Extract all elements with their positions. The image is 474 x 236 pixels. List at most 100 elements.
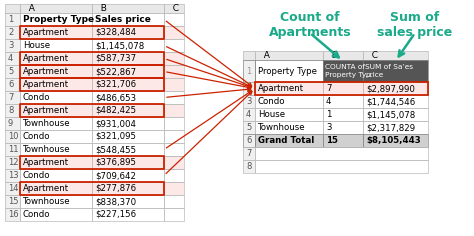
Bar bbox=[20, 208, 92, 221]
Text: Condo: Condo bbox=[23, 132, 51, 141]
Bar bbox=[164, 195, 184, 208]
Bar bbox=[20, 65, 92, 78]
Bar bbox=[20, 13, 92, 26]
Text: 2: 2 bbox=[8, 28, 13, 37]
Bar bbox=[164, 143, 184, 156]
Bar bbox=[5, 65, 20, 78]
Text: 7: 7 bbox=[8, 93, 13, 102]
Bar bbox=[92, 169, 164, 182]
Bar bbox=[92, 104, 164, 117]
Text: 7: 7 bbox=[246, 149, 251, 158]
Bar bbox=[5, 78, 20, 91]
Bar bbox=[164, 78, 184, 91]
Text: Apartment: Apartment bbox=[23, 67, 69, 76]
Text: Townhouse: Townhouse bbox=[23, 197, 71, 206]
Bar bbox=[255, 82, 323, 95]
Bar bbox=[92, 182, 164, 195]
Bar bbox=[255, 147, 428, 160]
Bar bbox=[164, 169, 184, 182]
Bar bbox=[243, 51, 255, 60]
Bar bbox=[164, 4, 184, 13]
Text: $548,455: $548,455 bbox=[95, 145, 136, 154]
Bar bbox=[243, 82, 255, 95]
Bar bbox=[92, 208, 164, 221]
Text: 5: 5 bbox=[8, 67, 13, 76]
Text: 6: 6 bbox=[8, 80, 13, 89]
Text: Apartment: Apartment bbox=[23, 28, 69, 37]
Text: Condo: Condo bbox=[23, 210, 51, 219]
Bar bbox=[255, 60, 323, 82]
Bar bbox=[323, 82, 363, 95]
Text: A: A bbox=[258, 51, 270, 60]
Bar bbox=[5, 26, 20, 39]
Bar bbox=[5, 208, 20, 221]
Text: $522,867: $522,867 bbox=[95, 67, 136, 76]
Bar bbox=[20, 4, 92, 13]
Bar bbox=[5, 156, 20, 169]
Bar bbox=[243, 147, 255, 160]
Bar bbox=[164, 182, 184, 195]
Bar bbox=[363, 121, 428, 134]
Bar bbox=[92, 26, 164, 39]
Bar bbox=[243, 108, 255, 121]
Bar bbox=[5, 104, 20, 117]
Bar bbox=[363, 82, 428, 95]
Bar bbox=[5, 143, 20, 156]
Bar bbox=[5, 65, 20, 78]
Bar bbox=[323, 95, 363, 108]
Bar bbox=[5, 208, 20, 221]
Bar bbox=[5, 169, 20, 182]
Bar bbox=[5, 4, 20, 13]
Bar bbox=[20, 195, 92, 208]
Bar bbox=[5, 39, 20, 52]
Bar bbox=[164, 182, 184, 195]
Text: 4: 4 bbox=[326, 97, 331, 106]
Bar bbox=[243, 121, 255, 134]
Bar bbox=[20, 143, 92, 156]
Bar bbox=[5, 169, 20, 182]
Bar bbox=[5, 78, 20, 91]
Bar bbox=[243, 160, 255, 173]
Bar bbox=[323, 60, 363, 82]
Text: $709,642: $709,642 bbox=[95, 171, 136, 180]
Text: $277,876: $277,876 bbox=[95, 184, 136, 193]
Text: 3: 3 bbox=[326, 123, 331, 132]
Bar bbox=[92, 52, 164, 65]
Bar bbox=[164, 39, 184, 52]
Bar bbox=[92, 117, 164, 130]
Bar bbox=[92, 208, 164, 221]
Bar bbox=[363, 51, 428, 60]
Bar bbox=[363, 108, 428, 121]
Bar bbox=[363, 108, 428, 121]
Text: $328,484: $328,484 bbox=[95, 28, 136, 37]
Text: $376,895: $376,895 bbox=[95, 158, 136, 167]
Text: $838,370: $838,370 bbox=[95, 197, 136, 206]
Bar bbox=[92, 4, 164, 13]
Bar bbox=[243, 160, 255, 173]
Bar bbox=[20, 143, 92, 156]
Text: 16: 16 bbox=[8, 210, 18, 219]
Bar bbox=[5, 52, 20, 65]
Text: 15: 15 bbox=[326, 136, 338, 145]
Bar bbox=[92, 52, 164, 65]
Text: Apartment: Apartment bbox=[23, 54, 69, 63]
Text: $2,317,829: $2,317,829 bbox=[366, 123, 415, 132]
Bar bbox=[20, 117, 92, 130]
Text: 7: 7 bbox=[326, 84, 331, 93]
Bar bbox=[363, 134, 428, 147]
Bar bbox=[164, 26, 184, 39]
Text: SUM of Sa’es
price: SUM of Sa’es price bbox=[365, 64, 413, 78]
Bar bbox=[164, 13, 184, 26]
Bar bbox=[164, 208, 184, 221]
Bar bbox=[20, 26, 164, 39]
Bar bbox=[164, 117, 184, 130]
Bar bbox=[92, 130, 164, 143]
Bar bbox=[92, 130, 164, 143]
Bar bbox=[323, 82, 363, 95]
Bar bbox=[5, 117, 20, 130]
Bar bbox=[363, 82, 428, 95]
Text: 13: 13 bbox=[8, 171, 18, 180]
Text: Condo: Condo bbox=[23, 171, 51, 180]
Text: 14: 14 bbox=[8, 184, 18, 193]
Bar bbox=[20, 169, 92, 182]
